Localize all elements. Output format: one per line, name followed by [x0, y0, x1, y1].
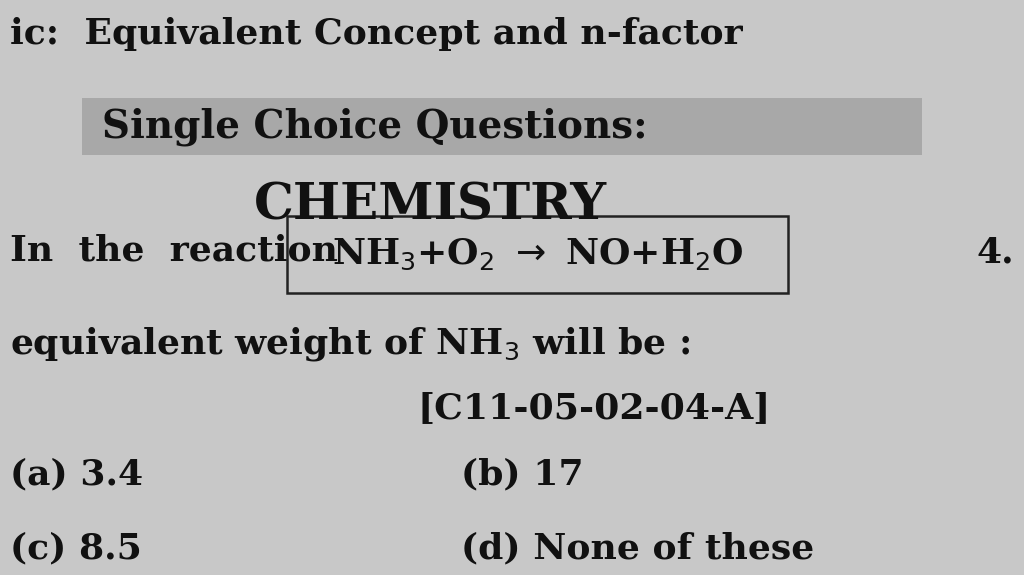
Text: (c) 8.5: (c) 8.5 — [10, 532, 142, 566]
Text: Single Choice Questions:: Single Choice Questions: — [102, 108, 648, 145]
Text: CHEMISTRY: CHEMISTRY — [254, 181, 606, 230]
Text: [C11-05-02-04-A]: [C11-05-02-04-A] — [418, 391, 770, 425]
FancyBboxPatch shape — [287, 216, 788, 293]
Text: NH$_3$+O$_2$ $\rightarrow$ NO+H$_2$O: NH$_3$+O$_2$ $\rightarrow$ NO+H$_2$O — [332, 237, 743, 272]
Text: 4.: 4. — [976, 236, 1014, 270]
Text: equivalent weight of NH$_3$ will be :: equivalent weight of NH$_3$ will be : — [10, 325, 691, 363]
Text: In  the  reaction: In the reaction — [10, 233, 338, 267]
FancyBboxPatch shape — [82, 98, 922, 155]
Text: ic:  Equivalent Concept and n-factor: ic: Equivalent Concept and n-factor — [10, 17, 742, 51]
Text: (b) 17: (b) 17 — [461, 457, 584, 491]
Text: (a) 3.4: (a) 3.4 — [10, 457, 143, 491]
Text: (d) None of these: (d) None of these — [461, 532, 814, 566]
